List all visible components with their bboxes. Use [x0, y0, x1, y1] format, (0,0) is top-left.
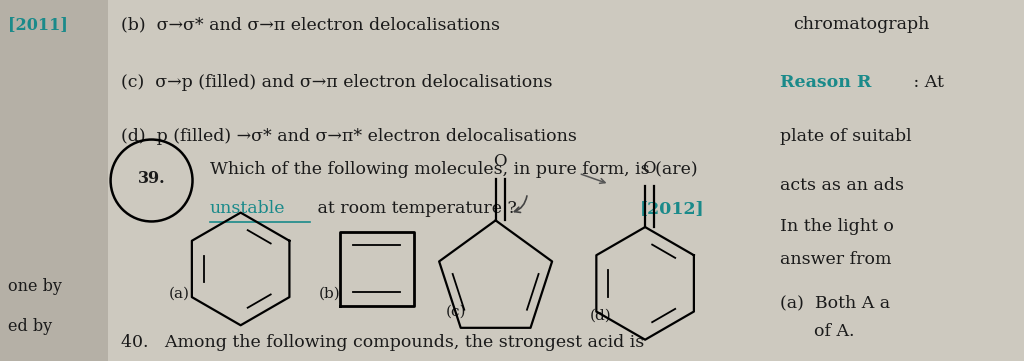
Text: (c)  σ→p (filled) and σ→π electron delocalisations: (c) σ→p (filled) and σ→π electron deloca…: [121, 74, 552, 91]
Text: 40.   Among the following compounds, the strongest acid is: 40. Among the following compounds, the s…: [121, 334, 644, 351]
Text: (a)  Both A a: (a) Both A a: [780, 294, 891, 311]
Text: one by: one by: [8, 278, 62, 295]
Text: (d)  p (filled) →σ* and σ→π* electron delocalisations: (d) p (filled) →σ* and σ→π* electron del…: [121, 128, 577, 145]
Text: O: O: [642, 160, 656, 177]
Bar: [0, 0, 108, 361]
Text: chromatograph: chromatograph: [794, 16, 930, 33]
Text: [2012]: [2012]: [640, 200, 705, 217]
Text: answer from: answer from: [780, 251, 892, 268]
Text: (a): (a): [169, 287, 189, 301]
Text: [2011]: [2011]: [8, 16, 68, 33]
Text: (b)  σ→σ* and σ→π electron delocalisations: (b) σ→σ* and σ→π electron delocalisation…: [121, 16, 500, 33]
Text: (c): (c): [445, 305, 466, 319]
Text: O: O: [493, 153, 507, 170]
Text: ed by: ed by: [8, 318, 52, 335]
Text: In the light o: In the light o: [780, 218, 894, 235]
Text: (b): (b): [318, 287, 341, 301]
Text: Which of the following molecules, in pure form, is (are): Which of the following molecules, in pur…: [210, 161, 697, 178]
Text: plate of suitabl: plate of suitabl: [780, 128, 912, 145]
Text: of A.: of A.: [814, 323, 855, 340]
FancyArrowPatch shape: [514, 196, 527, 213]
Text: (d): (d): [590, 309, 612, 323]
Text: unstable: unstable: [210, 200, 286, 217]
Text: 39.: 39.: [138, 170, 165, 187]
Text: acts as an ads: acts as an ads: [780, 177, 904, 194]
Text: : At: : At: [908, 74, 944, 91]
Text: at room temperature ?: at room temperature ?: [312, 200, 517, 217]
Text: Reason R: Reason R: [780, 74, 871, 91]
